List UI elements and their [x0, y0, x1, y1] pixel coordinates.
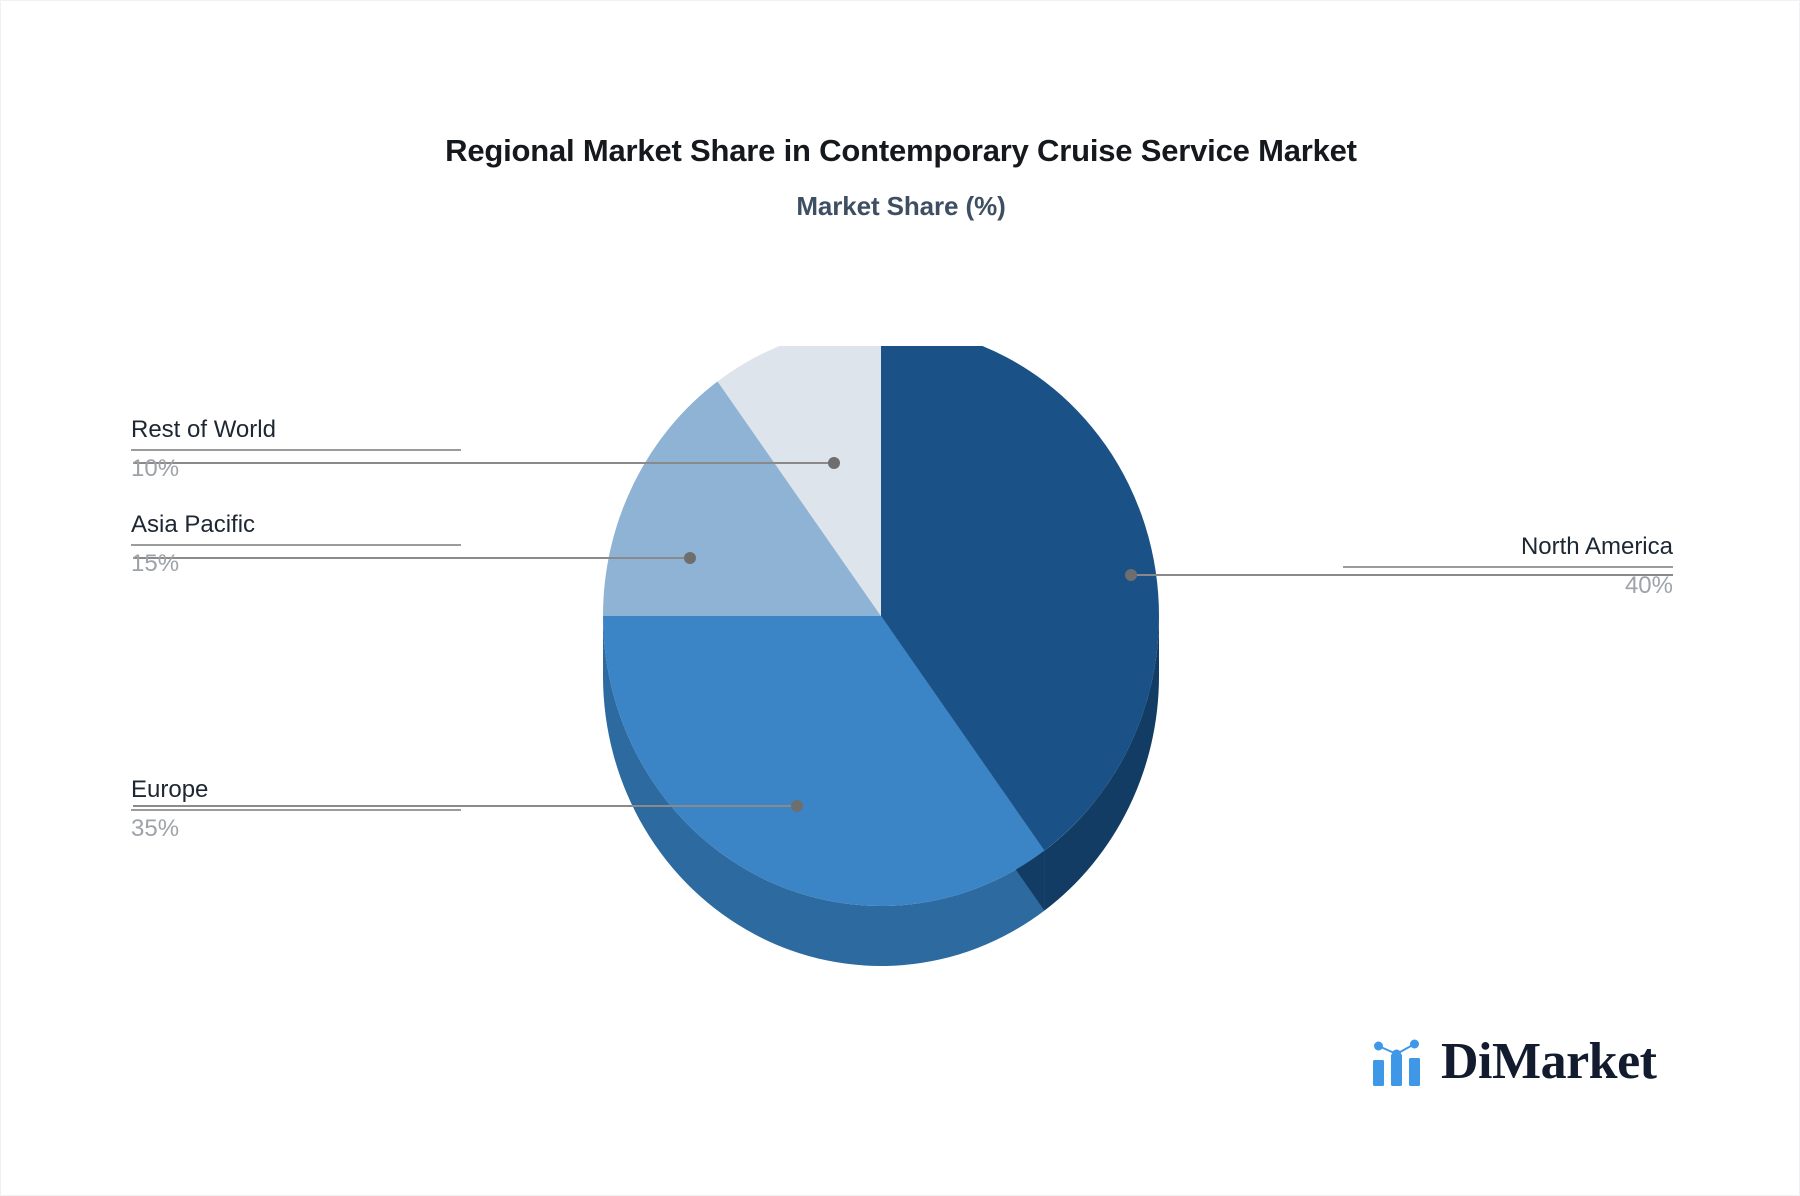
- callout-rule-asia-pacific: [131, 543, 461, 546]
- logo-bar: [1373, 1060, 1384, 1086]
- brand-wordmark: DiMarket: [1441, 1033, 1657, 1090]
- brand-logo: DiMarket: [1371, 1033, 1657, 1090]
- page-title: Regional Market Share in Contemporary Cr…: [445, 133, 1357, 168]
- pie-slice-europe[interactable]: [603, 616, 1045, 907]
- pie-svg: [603, 346, 1159, 966]
- pie-chart: [561, 346, 1261, 966]
- chart-subtitle: Market Share (%): [796, 191, 1006, 221]
- callout-value-asia-pacific: 15%: [131, 549, 180, 577]
- callout-value-north-america: 40%: [1624, 571, 1673, 599]
- callout-asia-pacific: Asia Pacific 15%: [131, 511, 461, 577]
- callout-north-america: North America 40%: [1343, 533, 1673, 599]
- pie-slice-rest-of-world[interactable]: [717, 346, 881, 616]
- callout-europe: Europe 35%: [131, 776, 461, 842]
- pie-side-north-america: [1044, 616, 1159, 911]
- pie-slice-north-america[interactable]: [881, 346, 1159, 851]
- callout-rule-rest-of-world: [131, 448, 461, 451]
- pie-top-faces: [603, 346, 1159, 907]
- bar-chart-icon: [1373, 1039, 1420, 1086]
- callout-rule-europe: [131, 808, 461, 811]
- logo-dot: [1392, 1049, 1401, 1059]
- callout-rest-of-world: Rest of World 10%: [131, 416, 461, 482]
- callout-rule-north-america: [1343, 565, 1673, 568]
- callout-label-north-america: North America: [1520, 533, 1673, 560]
- logo-bar: [1409, 1058, 1420, 1086]
- callout-label-asia-pacific: Asia Pacific: [131, 511, 256, 538]
- pie-side-europe: [603, 616, 1045, 966]
- logo-bar: [1391, 1054, 1402, 1086]
- callout-value-rest-of-world: 10%: [131, 454, 180, 482]
- callout-label-rest-of-world: Rest of World: [131, 416, 276, 443]
- callout-label-europe: Europe: [131, 776, 209, 803]
- callout-value-europe: 35%: [131, 814, 180, 842]
- logo-dot: [1410, 1039, 1419, 1049]
- logo-dot: [1374, 1041, 1383, 1051]
